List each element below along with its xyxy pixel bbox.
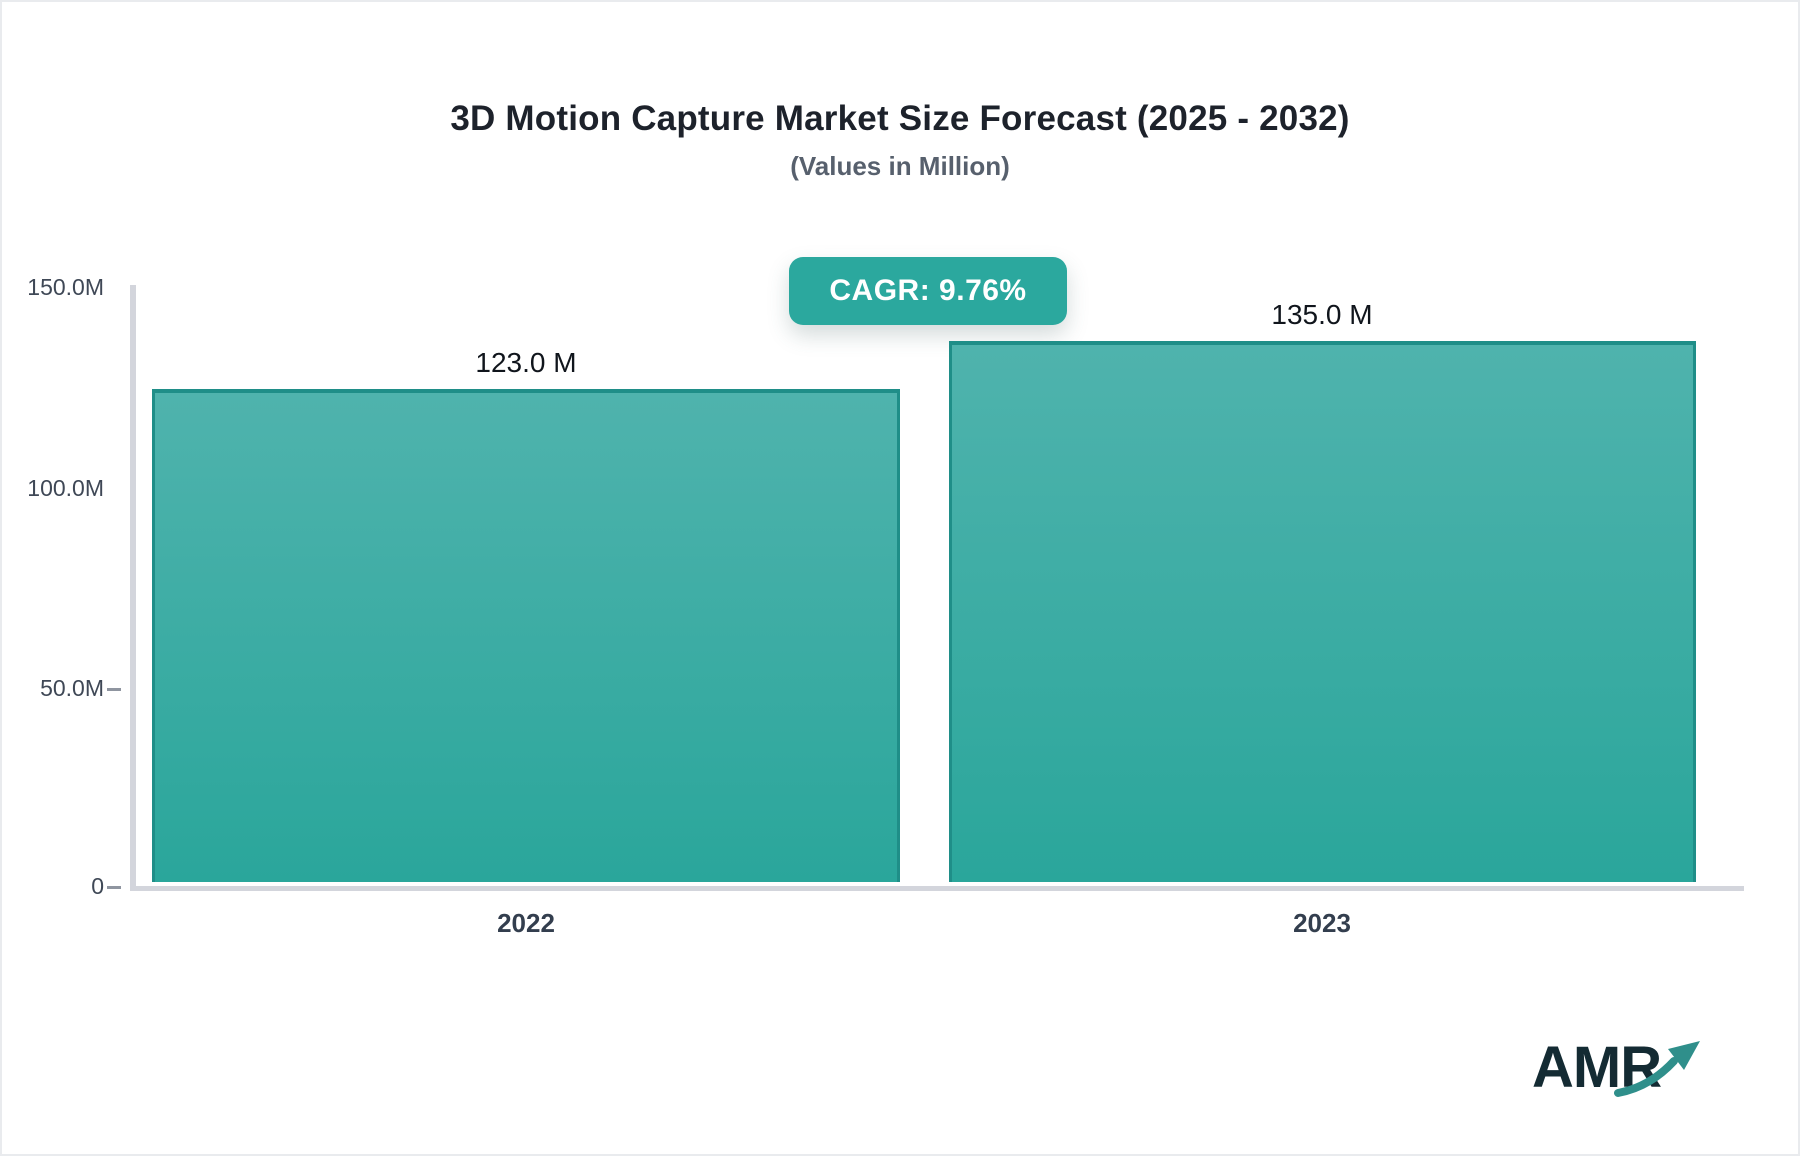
cagr-badge-label: CAGR: 9.76% bbox=[829, 274, 1027, 307]
y-axis-line bbox=[130, 285, 136, 891]
x-tick-label-2023: 2023 bbox=[1293, 908, 1351, 938]
y-tick-label-150m: 150.0M bbox=[27, 274, 104, 300]
bar-value-label-2023: 135.0 M bbox=[1271, 299, 1373, 330]
bar-value-label-2022: 123.0 M bbox=[475, 347, 577, 378]
amr-logo: AMR bbox=[1532, 1034, 1732, 1124]
y-tick-label-50m: 50.0M bbox=[40, 675, 104, 701]
y-tick-mark-50m bbox=[107, 688, 121, 691]
y-tick-label-100m: 100.0M bbox=[27, 475, 104, 501]
x-axis-line bbox=[130, 886, 1744, 891]
bar-2022 bbox=[152, 389, 900, 882]
y-tick-label-0: 0 bbox=[91, 873, 104, 899]
chart-title: 3D Motion Capture Market Size Forecast (… bbox=[450, 99, 1350, 138]
y-tick-mark-0 bbox=[107, 886, 121, 889]
cagr-badge: CAGR: 9.76% bbox=[789, 257, 1067, 325]
x-tick-label-2022: 2022 bbox=[497, 908, 555, 938]
chart-subtitle: (Values in Million) bbox=[790, 151, 1010, 181]
bar-2023 bbox=[949, 341, 1696, 882]
growth-arrow-icon bbox=[1614, 1041, 1700, 1097]
